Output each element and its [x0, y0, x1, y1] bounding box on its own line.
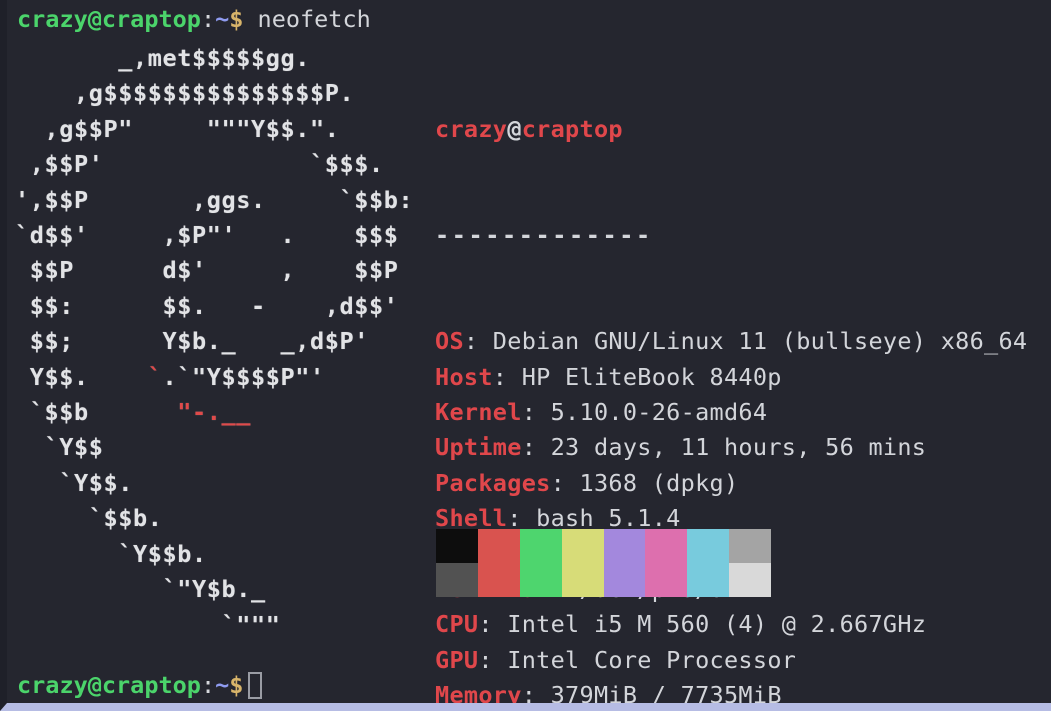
- info-field-key: CPU: [435, 610, 479, 639]
- ascii-art-line: _,met$$$$$gg.: [15, 44, 310, 72]
- palette-swatch: [645, 529, 688, 563]
- ascii-art-line: `""": [15, 610, 281, 639]
- palette-swatch: [519, 529, 562, 563]
- info-field-key: GPU: [435, 645, 479, 674]
- debian-ascii-logo: _,met$$$$$gg. ,g$$$$$$$$$$$$$$$P. ,g$$P"…: [15, 41, 413, 643]
- ascii-art-line: `$$b "-.__: [15, 398, 251, 427]
- ascii-art-line: `Y$$.: [15, 468, 133, 497]
- info-field-value: : 379MiB / 7735MiB: [521, 681, 782, 710]
- info-title: crazy@craptop: [435, 112, 1027, 147]
- info-field-row: Kernel: 5.10.0-26-amd64: [435, 395, 1027, 430]
- info-field-key: Packages: [435, 468, 551, 497]
- info-field-value: : HP EliteBook 8440p: [492, 362, 782, 391]
- palette-swatch: [687, 529, 730, 563]
- info-separator: -------------: [435, 218, 1027, 253]
- info-field-row: Uptime: 23 days, 11 hours, 56 mins: [435, 430, 1027, 465]
- info-field-key: Shell: [435, 504, 508, 533]
- palette-swatch: [603, 529, 646, 563]
- palette-row-normal: [436, 529, 772, 563]
- info-field-value: : bash 5.1.4: [507, 504, 681, 533]
- terminal-content: crazy@craptop:~$ neofetch _,met$$$$$gg. …: [7, 0, 1051, 703]
- info-title-host: craptop: [521, 114, 623, 143]
- info-field-key: Uptime: [435, 433, 522, 462]
- prompt-colon: :: [200, 5, 216, 33]
- info-field-list: OS: Debian GNU/Linux 11 (bullseye) x86_6…: [435, 324, 1027, 710]
- ascii-art-line: `Y$$b.: [15, 539, 207, 568]
- bottom-prompt-user-host: crazy@craptop: [17, 671, 201, 699]
- ascii-art-line: `d$$' ,$P"' . $$$: [15, 221, 399, 250]
- palette-row-bright: [436, 563, 772, 597]
- prompt-user-host: crazy@craptop: [17, 5, 201, 33]
- info-field-row: OS: Debian GNU/Linux 11 (bullseye) x86_6…: [435, 324, 1027, 359]
- ascii-art-line: `Y$$: [15, 433, 104, 462]
- info-field-key: Host: [435, 362, 493, 391]
- palette-swatch: [436, 563, 478, 597]
- ascii-art-line: ',$$P ,ggs. `$$b:: [15, 185, 414, 214]
- bottom-prompt-dollar: $: [229, 671, 244, 699]
- info-field-value: : Intel Core Processor: [478, 645, 797, 674]
- typed-command: neofetch: [243, 5, 371, 33]
- palette-swatch: [561, 529, 604, 563]
- palette-swatch: [603, 563, 646, 597]
- info-field-row: GPU: Intel Core Processor: [435, 643, 1027, 678]
- info-field-row: CPU: Intel i5 M 560 (4) @ 2.667GHz: [435, 607, 1027, 642]
- ascii-art-line: ,g$$P" """Y$$.".: [15, 114, 340, 143]
- info-title-user: crazy: [435, 114, 508, 143]
- info-field-value: : 5.10.0-26-amd64: [521, 398, 768, 426]
- info-field-key: Memory: [435, 681, 522, 710]
- info-title-at: @: [507, 114, 522, 143]
- ascii-art-line: $$: $$. - ,d$$': [15, 291, 399, 320]
- info-field-value: : 1368 (dpkg): [550, 468, 739, 497]
- info-field-row: Shell: bash 5.1.4: [435, 501, 1027, 536]
- prompt-dollar: $: [229, 5, 244, 33]
- palette-swatch: [436, 529, 478, 563]
- palette-swatch: [519, 563, 562, 597]
- palette-swatch: [687, 563, 730, 597]
- info-field-value: : Intel i5 M 560 (4) @ 2.667GHz: [478, 610, 927, 639]
- ascii-art-line: `$$b.: [15, 504, 163, 533]
- ascii-art-line: Y$$. `.`"Y$$$$P"': [15, 362, 325, 391]
- ascii-art-line: ,g$$$$$$$$$$$$$$$P.: [15, 79, 355, 108]
- bottom-prompt-line[interactable]: crazy@craptop:~$: [17, 671, 263, 699]
- info-field-row: Packages: 1368 (dpkg): [435, 466, 1027, 501]
- info-field-row: Host: HP EliteBook 8440p: [435, 360, 1027, 395]
- text-cursor[interactable]: [248, 672, 263, 699]
- neofetch-info-block: crazy@craptop ------------- OS: Debian G…: [435, 41, 1027, 710]
- ascii-art-line: `"Y$b._: [15, 575, 266, 604]
- ascii-art-line: $$P d$' , $$P: [15, 256, 399, 285]
- palette-swatch: [477, 563, 520, 597]
- palette-swatch: [561, 563, 604, 597]
- command-prompt-line: crazy@craptop:~$ neofetch: [17, 2, 371, 37]
- info-field-row: Memory: 379MiB / 7735MiB: [435, 678, 1027, 710]
- info-field-value: : Debian GNU/Linux 11 (bullseye) x86_64: [463, 327, 1028, 356]
- info-field-key: OS: [435, 327, 464, 356]
- palette-swatch: [729, 529, 772, 563]
- ascii-art-line: ,$$P' `$$$.: [15, 150, 384, 179]
- palette-swatch: [729, 563, 772, 597]
- info-field-value: : 23 days, 11 hours, 56 mins: [521, 433, 927, 462]
- bottom-prompt-path: ~: [215, 671, 230, 699]
- prompt-path: ~: [215, 5, 230, 33]
- ascii-art-line: $$; Y$b._ _,d$P': [15, 327, 369, 356]
- info-separator-text: -------------: [435, 221, 653, 250]
- info-field-key: Kernel: [435, 398, 522, 426]
- palette-swatch: [477, 529, 520, 563]
- color-palette: [436, 529, 772, 597]
- bottom-prompt-colon: :: [200, 671, 216, 699]
- palette-swatch: [645, 563, 688, 597]
